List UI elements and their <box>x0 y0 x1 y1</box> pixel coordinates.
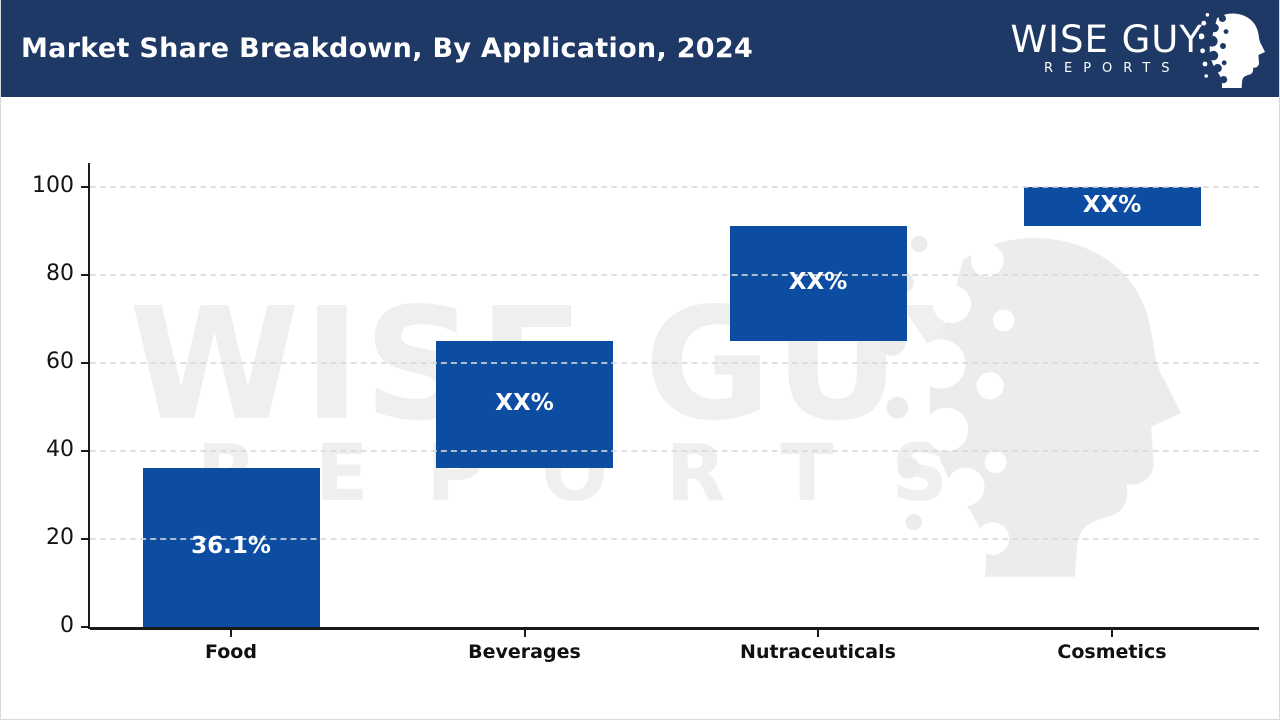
grid-line <box>90 538 1259 540</box>
watermark-head-icon <box>881 235 1181 577</box>
x-axis-line <box>90 627 1259 630</box>
x-tick-label-cosmetics: Cosmetics <box>1057 641 1167 663</box>
x-tick-label-beverages: Beverages <box>468 641 581 663</box>
y-tick-mark <box>81 186 90 188</box>
bar-value-label: XX% <box>495 389 554 416</box>
brand-subtitle: REPORTS <box>1043 61 1181 76</box>
y-tick-label: 20 <box>46 525 74 550</box>
bar-cosmetics <box>1023 187 1201 227</box>
y-tick-label: 100 <box>32 173 74 198</box>
x-tick-mark <box>230 630 232 637</box>
bar-nutraceuticals <box>729 226 907 341</box>
x-tick-mark <box>817 630 819 637</box>
x-tick-mark <box>523 630 526 637</box>
x-tick-mark <box>1111 630 1113 637</box>
brand-text: WISE GUY REPORTS <box>1011 21 1203 76</box>
y-tick-label: 80 <box>46 261 74 286</box>
y-tick-label: 40 <box>46 437 74 462</box>
y-tick-label: 60 <box>46 349 74 374</box>
bar-food <box>142 468 320 627</box>
header-bar: Market Share Breakdown, By Application, … <box>1 0 1279 97</box>
grid-line <box>90 450 1259 452</box>
grid-line <box>90 362 1259 364</box>
head-scatter-dots <box>1199 12 1210 78</box>
y-tick-mark <box>81 362 90 364</box>
page-title: Market Share Breakdown, By Application, … <box>21 33 754 64</box>
head-dissolve-dots <box>1206 14 1229 83</box>
bar-value-label: XX% <box>788 268 848 295</box>
wiseguy-head-icon <box>1199 12 1265 88</box>
x-tick-label-nutraceuticals: Nutraceuticals <box>740 641 896 663</box>
brand-name: WISE GUY <box>1010 18 1203 61</box>
bar-value-label: 36.1% <box>191 532 271 559</box>
grid-line <box>90 274 1259 276</box>
y-axis-line <box>88 163 90 629</box>
y-tick-mark <box>81 450 90 452</box>
y-tick-mark <box>81 538 90 540</box>
bar-value-label: XX% <box>1082 191 1142 218</box>
y-tick-mark <box>81 274 90 276</box>
chart-area: WISE GUY REPORTS 36.1% XX% XX% XX% 0 20 40 60 80… <box>1 97 1279 719</box>
x-tick-label-food: Food <box>205 641 257 663</box>
y-tick-mark <box>81 626 90 628</box>
y-tick-label: 0 <box>60 613 74 638</box>
grid-line <box>90 186 1259 188</box>
brand-logo: WISE GUY REPORTS <box>1011 9 1265 89</box>
